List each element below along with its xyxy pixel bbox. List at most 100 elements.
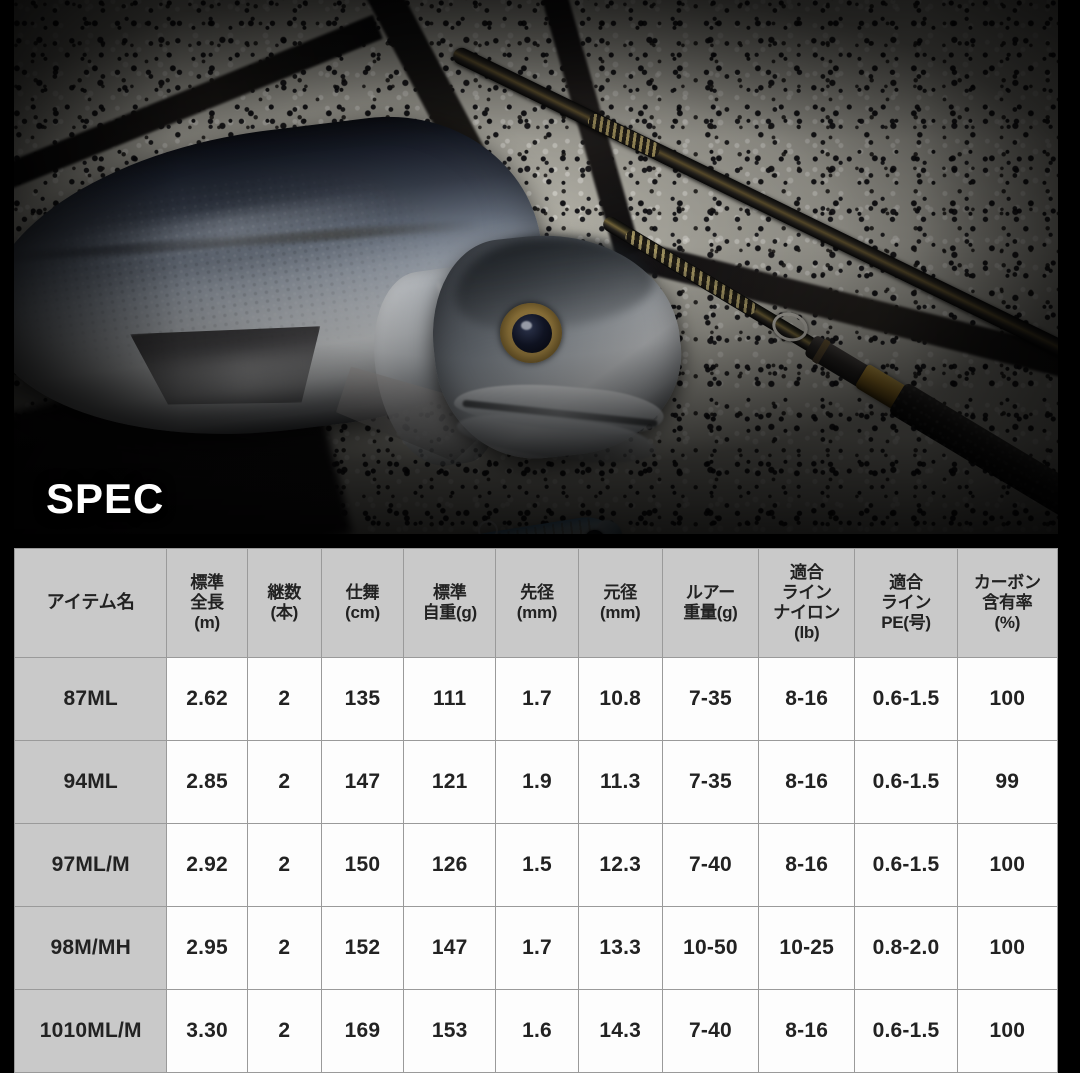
table-cell: 99 <box>956 740 1059 824</box>
table-cell: 3.30 <box>166 989 248 1073</box>
table-cell: 100 <box>956 657 1059 741</box>
product-photo: SPEC <box>14 0 1058 534</box>
table-cell: 8-16 <box>758 823 856 907</box>
table-cell: 7-40 <box>661 823 760 907</box>
table-cell: 2 <box>246 989 322 1073</box>
table-cell: 152 <box>320 906 405 990</box>
header-line: アイテム名 <box>46 592 135 613</box>
header-line: ナイロン <box>773 603 841 622</box>
table-row: 1010ML/M 3.30 2 169 153 1.6 14.3 7-40 8-16 0.6-1.… <box>13 989 1059 1073</box>
col-header-sections: 継数 (本) <box>246 548 322 658</box>
header-line: PE(号) <box>881 613 931 633</box>
cell-item-name: 94ML <box>13 740 168 824</box>
spec-table-container: アイテム名 標準 全長 (m) 継数 (本) 仕舞 (cm) 標準 自重(g) 先径 (mm… <box>13 548 1059 1073</box>
table-cell: 2.85 <box>166 740 248 824</box>
col-header-weight: 標準 自重(g) <box>403 548 497 658</box>
table-cell: 2 <box>246 823 322 907</box>
table-cell: 126 <box>403 823 497 907</box>
header-line: 自重(g) <box>422 603 478 622</box>
col-header-lure-weight: ルアー 重量(g) <box>661 548 760 658</box>
table-cell: 8-16 <box>758 989 856 1073</box>
header-line: (cm) <box>345 603 380 622</box>
table-cell: 8-16 <box>758 740 856 824</box>
header-line: 適合 <box>790 562 824 582</box>
header-line: 適合 <box>889 572 923 592</box>
table-cell: 10-50 <box>661 906 760 990</box>
table-cell: 147 <box>320 740 405 824</box>
header-line: ライン <box>880 592 932 612</box>
header-line: 仕舞 <box>345 582 380 602</box>
spec-table: アイテム名 標準 全長 (m) 継数 (本) 仕舞 (cm) 標準 自重(g) 先径 (mm… <box>13 548 1059 1073</box>
spec-table-head: アイテム名 標準 全長 (m) 継数 (本) 仕舞 (cm) 標準 自重(g) 先径 (mm… <box>13 548 1059 658</box>
product-spec-page: SPEC アイテム名 標準 全長 (m) 継数 (本) 仕舞 (cm) 標準 自重(g) … <box>0 0 1080 1040</box>
col-header-butt-diameter: 元径 (mm) <box>577 548 663 658</box>
col-header-total-length: 標準 全長 (m) <box>166 548 248 658</box>
cell-item-name: 87ML <box>13 657 168 741</box>
table-cell: 0.8-2.0 <box>854 906 958 990</box>
header-line: (m) <box>194 613 220 633</box>
table-cell: 14.3 <box>577 989 663 1073</box>
table-row: 87ML 2.62 2 135 111 1.7 10.8 7-35 8-16 0.6-1.5 100 <box>13 657 1059 741</box>
table-cell: 147 <box>403 906 497 990</box>
table-cell: 0.6-1.5 <box>854 823 958 907</box>
table-cell: 7-35 <box>661 657 760 741</box>
table-cell: 2 <box>246 740 322 824</box>
table-cell: 121 <box>403 740 497 824</box>
table-cell: 1.5 <box>495 823 579 907</box>
table-cell: 7-35 <box>661 740 760 824</box>
header-line: (本) <box>270 603 299 622</box>
table-cell: 0.6-1.5 <box>854 989 958 1073</box>
table-cell: 2 <box>246 906 322 990</box>
header-line: (mm) <box>600 603 641 622</box>
table-cell: 100 <box>956 989 1059 1073</box>
table-cell: 100 <box>956 906 1059 990</box>
table-cell: 1.7 <box>495 657 579 741</box>
header-line: 先径 <box>520 582 554 602</box>
table-cell: 2.92 <box>166 823 248 907</box>
table-cell: 169 <box>320 989 405 1073</box>
table-cell: 153 <box>403 989 497 1073</box>
col-header-carbon-content: カーボン 含有率 (%) <box>956 548 1059 658</box>
table-row: 94ML 2.85 2 147 121 1.9 11.3 7-35 8-16 0.6-1.5 99 <box>13 740 1059 824</box>
header-line: (mm) <box>516 603 558 622</box>
table-row: 97ML/M 2.92 2 150 126 1.5 12.3 7-40 8-16 0.6-1.5 1… <box>13 823 1059 907</box>
table-cell: 7-40 <box>661 989 760 1073</box>
table-cell: 150 <box>320 823 405 907</box>
table-cell: 100 <box>956 823 1059 907</box>
table-cell: 2.95 <box>166 906 248 990</box>
header-line: 標準 <box>433 582 467 602</box>
spec-overlay-title: SPEC <box>46 475 165 522</box>
header-line: 元径 <box>603 582 637 602</box>
table-cell: 10.8 <box>577 657 663 741</box>
col-header-tip-diameter: 先径 (mm) <box>495 548 579 658</box>
table-cell: 0.6-1.5 <box>854 740 958 824</box>
header-line: ライン <box>781 582 832 602</box>
header-row: アイテム名 標準 全長 (m) 継数 (本) 仕舞 (cm) 標準 自重(g) 先径 (mm… <box>13 548 1059 658</box>
table-cell: 2 <box>246 657 322 741</box>
header-line: 重量(g) <box>683 603 738 622</box>
header-line: (%) <box>994 613 1021 633</box>
header-line: ルアー <box>685 582 735 602</box>
table-cell: 1.9 <box>495 740 579 824</box>
table-row: 98M/MH 2.95 2 152 147 1.7 13.3 10-50 10-25 0.8-2.… <box>13 906 1059 990</box>
table-cell: 135 <box>320 657 405 741</box>
header-line: カーボン <box>973 572 1041 592</box>
cell-item-name: 97ML/M <box>13 823 168 907</box>
photo-vignette <box>14 0 1058 534</box>
header-line: 標準 <box>190 572 224 592</box>
table-cell: 1.7 <box>495 906 579 990</box>
table-cell: 0.6-1.5 <box>854 657 958 741</box>
cell-item-name: 1010ML/M <box>13 989 168 1073</box>
table-cell: 13.3 <box>577 906 663 990</box>
photo-canvas <box>14 0 1058 534</box>
col-header-item-name: アイテム名 <box>13 548 168 658</box>
table-cell: 111 <box>403 657 497 741</box>
header-line: 含有率 <box>982 592 1033 612</box>
header-line: (lb) <box>794 623 820 643</box>
table-cell: 8-16 <box>758 657 856 741</box>
spec-table-body: 87ML 2.62 2 135 111 1.7 10.8 7-35 8-16 0.6-1.5 100… <box>13 657 1059 1073</box>
table-cell: 1.6 <box>495 989 579 1073</box>
table-cell: 2.62 <box>166 657 248 741</box>
header-line: 全長 <box>190 592 224 612</box>
table-cell: 10-25 <box>758 906 856 990</box>
